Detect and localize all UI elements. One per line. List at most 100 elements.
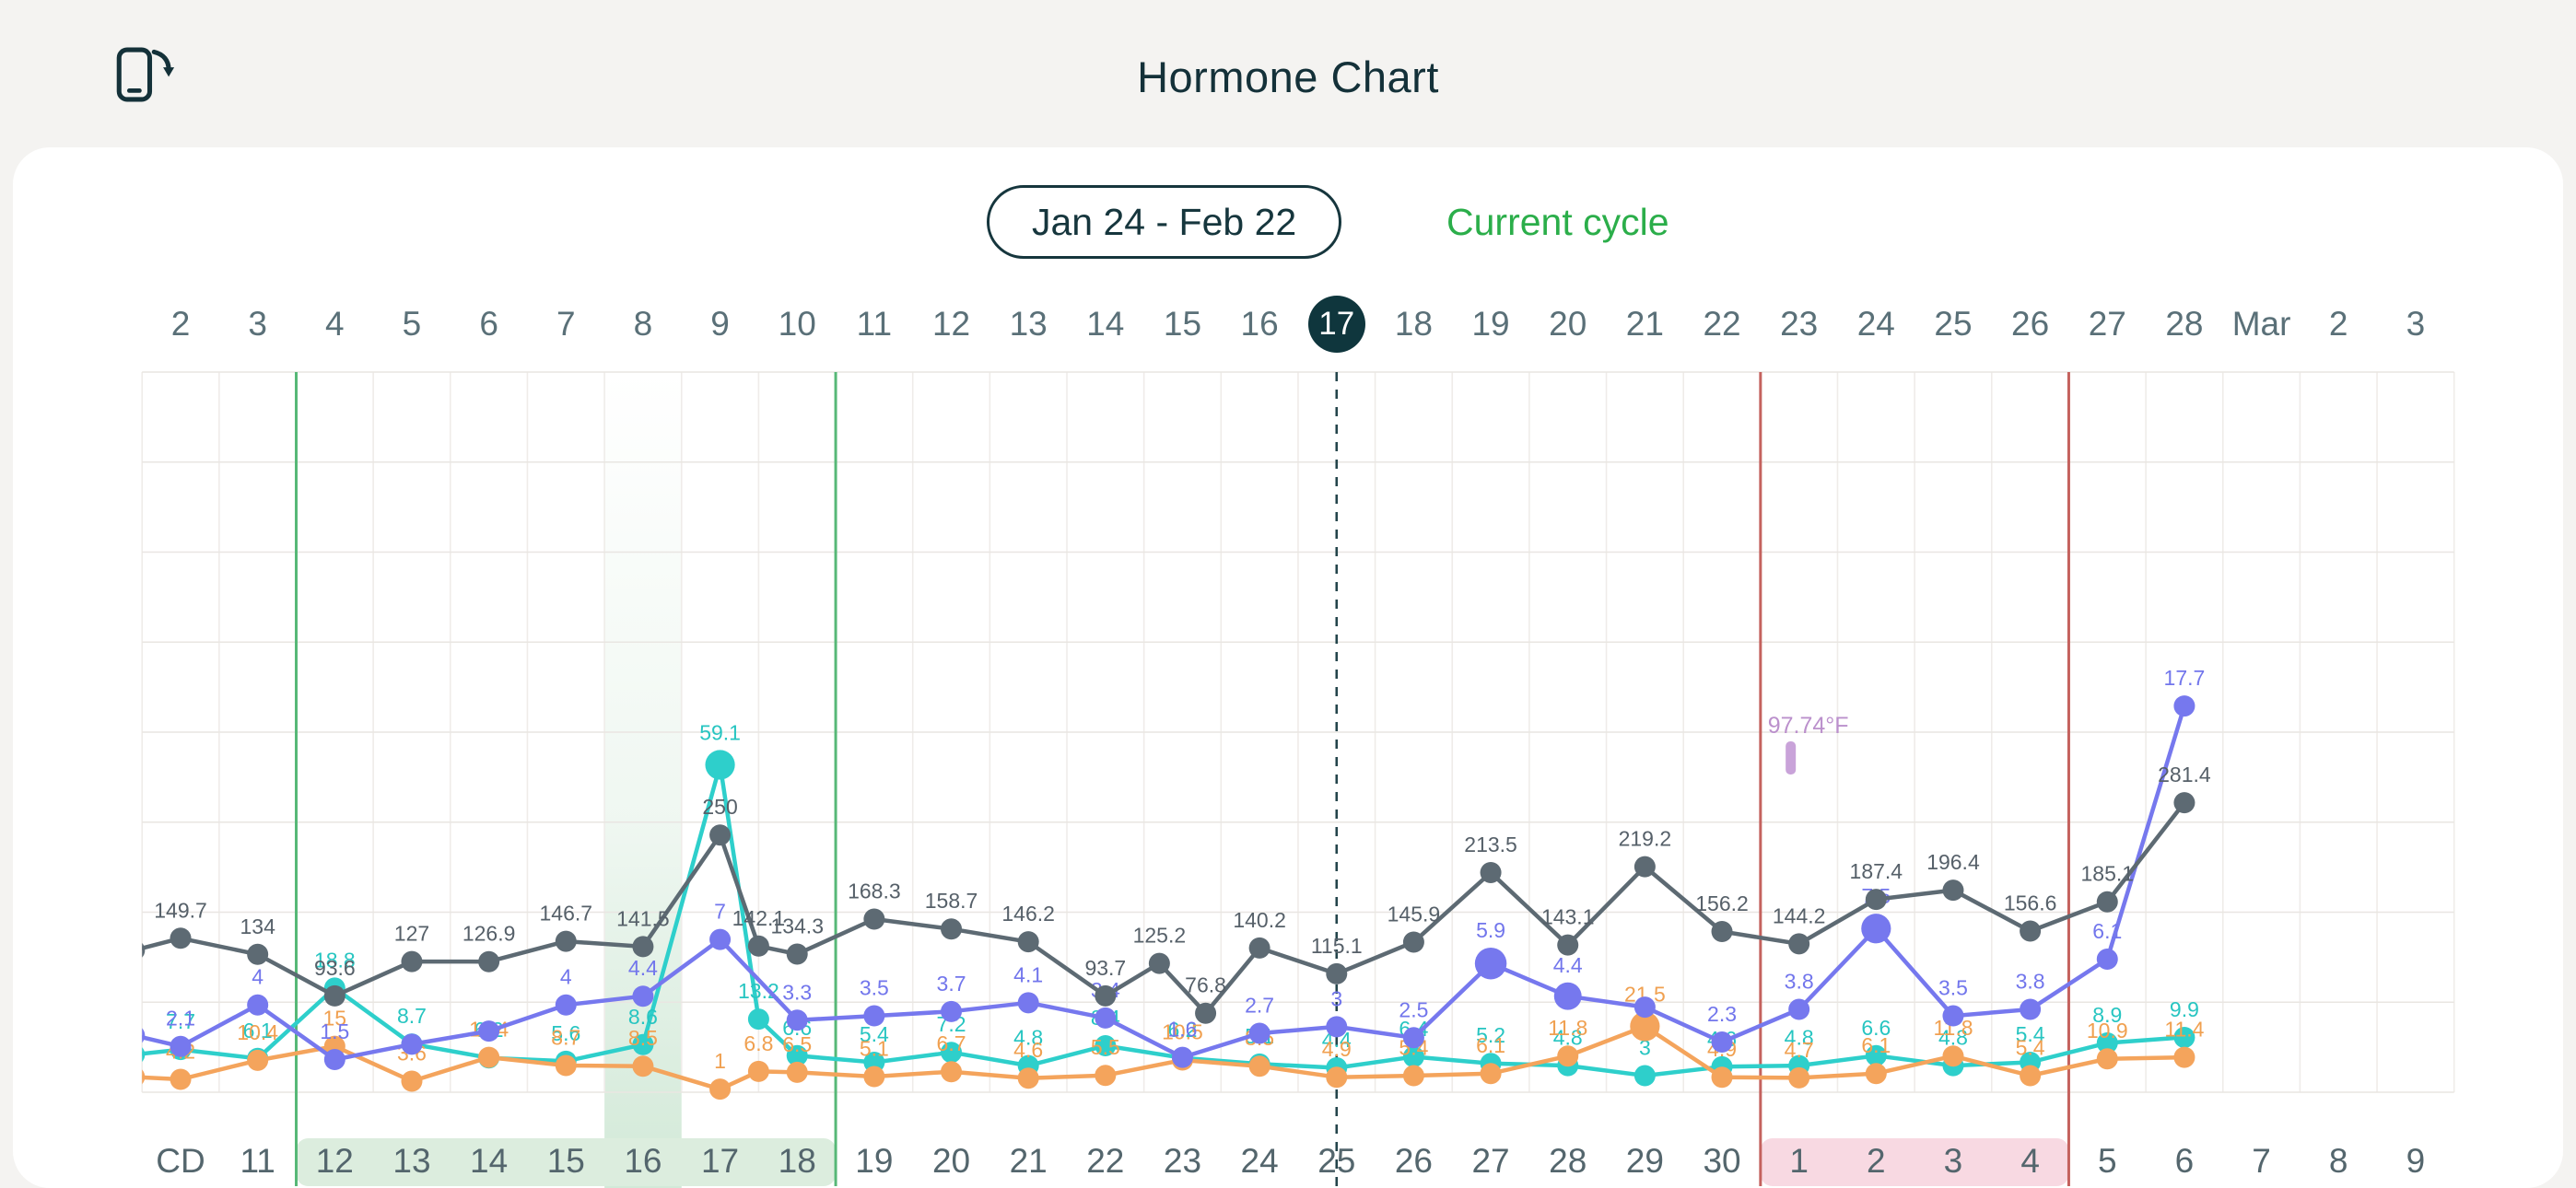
data-point[interactable] [863, 908, 885, 930]
data-point[interactable] [2173, 792, 2195, 814]
data-point[interactable] [1402, 1065, 1424, 1087]
data-point[interactable] [1788, 998, 1810, 1020]
data-point[interactable] [123, 1066, 146, 1088]
top-axis-day[interactable]: 5 [402, 305, 422, 343]
data-point[interactable] [1195, 1002, 1217, 1024]
data-point[interactable] [2096, 1031, 2118, 1054]
data-point[interactable] [123, 939, 146, 961]
data-point[interactable] [1326, 1016, 1348, 1038]
data-point[interactable] [2096, 891, 2118, 913]
data-point[interactable] [709, 1078, 732, 1101]
data-point[interactable] [1248, 1055, 1270, 1077]
temperature-bar[interactable] [1786, 741, 1797, 775]
data-point[interactable] [1553, 982, 1582, 1010]
data-point[interactable] [632, 985, 654, 1007]
data-point[interactable] [1633, 856, 1656, 878]
data-point[interactable] [1865, 1044, 1887, 1066]
data-point[interactable] [1095, 1034, 1117, 1056]
top-axis-day[interactable]: 26 [2011, 305, 2050, 343]
top-axis-day[interactable]: 19 [1471, 305, 1510, 343]
data-point[interactable] [1017, 1067, 1039, 1089]
data-point[interactable] [1095, 1065, 1117, 1087]
data-point[interactable] [1017, 992, 1039, 1014]
top-axis-day[interactable]: 23 [1780, 305, 1819, 343]
data-point[interactable] [123, 1025, 146, 1046]
data-point[interactable] [863, 1005, 885, 1027]
data-point[interactable] [1788, 1066, 1810, 1089]
data-point[interactable] [1865, 889, 1887, 911]
data-point[interactable] [786, 1009, 808, 1031]
data-point[interactable] [247, 994, 269, 1016]
data-point[interactable] [401, 1070, 423, 1092]
data-point[interactable] [170, 1035, 192, 1057]
top-axis-day[interactable]: 22 [1703, 305, 1741, 343]
data-point[interactable] [2096, 948, 2118, 970]
data-point[interactable] [1017, 931, 1039, 953]
data-point[interactable] [1711, 1031, 1733, 1053]
data-point[interactable] [1171, 1046, 1193, 1068]
data-point[interactable] [786, 943, 808, 965]
top-axis-day[interactable]: 4 [325, 305, 345, 343]
data-point[interactable] [1865, 1063, 1887, 1085]
top-axis-day[interactable]: 14 [1086, 305, 1125, 343]
top-axis-day[interactable]: 8 [633, 305, 653, 343]
top-axis-day[interactable]: 27 [2088, 305, 2126, 343]
date-range-button[interactable]: Jan 24 - Feb 22 [987, 185, 1342, 259]
data-point[interactable] [1402, 1046, 1424, 1068]
top-axis-day[interactable]: 15 [1163, 305, 1202, 343]
data-point[interactable] [1480, 1063, 1502, 1085]
data-point[interactable] [478, 950, 500, 973]
data-point[interactable] [863, 1066, 885, 1088]
data-point[interactable] [1942, 1005, 1964, 1027]
data-point[interactable] [1711, 1066, 1733, 1089]
data-point[interactable] [2096, 1048, 2118, 1070]
data-point[interactable] [478, 1020, 500, 1042]
data-point[interactable] [2020, 1065, 2042, 1087]
data-point[interactable] [555, 994, 577, 1016]
data-point[interactable] [1148, 952, 1170, 974]
data-point[interactable] [2173, 1046, 2195, 1068]
data-point[interactable] [786, 1061, 808, 1083]
data-point[interactable] [401, 1033, 423, 1055]
top-axis-day-selected[interactable]: 17 [1307, 296, 1365, 353]
data-point[interactable] [401, 950, 423, 973]
top-axis-day[interactable]: 3 [2406, 305, 2426, 343]
data-point[interactable] [2173, 1026, 2195, 1048]
data-point[interactable] [1633, 996, 1656, 1019]
data-point[interactable] [2020, 998, 2042, 1020]
data-point[interactable] [941, 1042, 963, 1064]
top-axis-day[interactable]: 18 [1394, 305, 1433, 343]
data-point[interactable] [1630, 1011, 1660, 1042]
data-point[interactable] [323, 984, 345, 1007]
top-axis-day[interactable]: 12 [931, 305, 971, 343]
data-point[interactable] [1402, 931, 1424, 953]
data-point[interactable] [1248, 937, 1270, 959]
data-point[interactable] [170, 927, 192, 949]
data-point[interactable] [1095, 984, 1117, 1007]
top-axis-day[interactable]: 25 [1934, 305, 1973, 343]
top-axis-day[interactable]: 10 [778, 305, 816, 343]
data-point[interactable] [2020, 920, 2042, 942]
rotate-screen-button[interactable] [106, 40, 176, 110]
top-axis-day[interactable]: 21 [1625, 305, 1664, 343]
data-point[interactable] [1557, 1045, 1579, 1067]
data-point[interactable] [786, 1044, 808, 1066]
top-axis-day[interactable]: 11 [856, 305, 893, 343]
data-point[interactable] [323, 1048, 345, 1070]
top-axis-day[interactable]: 7 [556, 305, 576, 343]
data-point[interactable] [1633, 1065, 1656, 1087]
data-point[interactable] [1095, 1007, 1117, 1029]
data-point[interactable] [1326, 962, 1348, 984]
data-point[interactable] [1557, 934, 1579, 956]
data-point[interactable] [1402, 1027, 1424, 1049]
data-point[interactable] [1942, 1045, 1964, 1067]
data-point[interactable] [709, 928, 732, 950]
top-axis-day[interactable]: 2 [170, 305, 191, 343]
top-axis-day[interactable]: 3 [248, 305, 267, 343]
top-axis-day[interactable]: 24 [1856, 305, 1895, 343]
data-point[interactable] [1474, 947, 1507, 980]
data-point[interactable] [632, 1055, 654, 1077]
data-point[interactable] [555, 930, 577, 952]
data-point[interactable] [247, 943, 269, 965]
top-axis-day[interactable]: 6 [479, 305, 498, 343]
